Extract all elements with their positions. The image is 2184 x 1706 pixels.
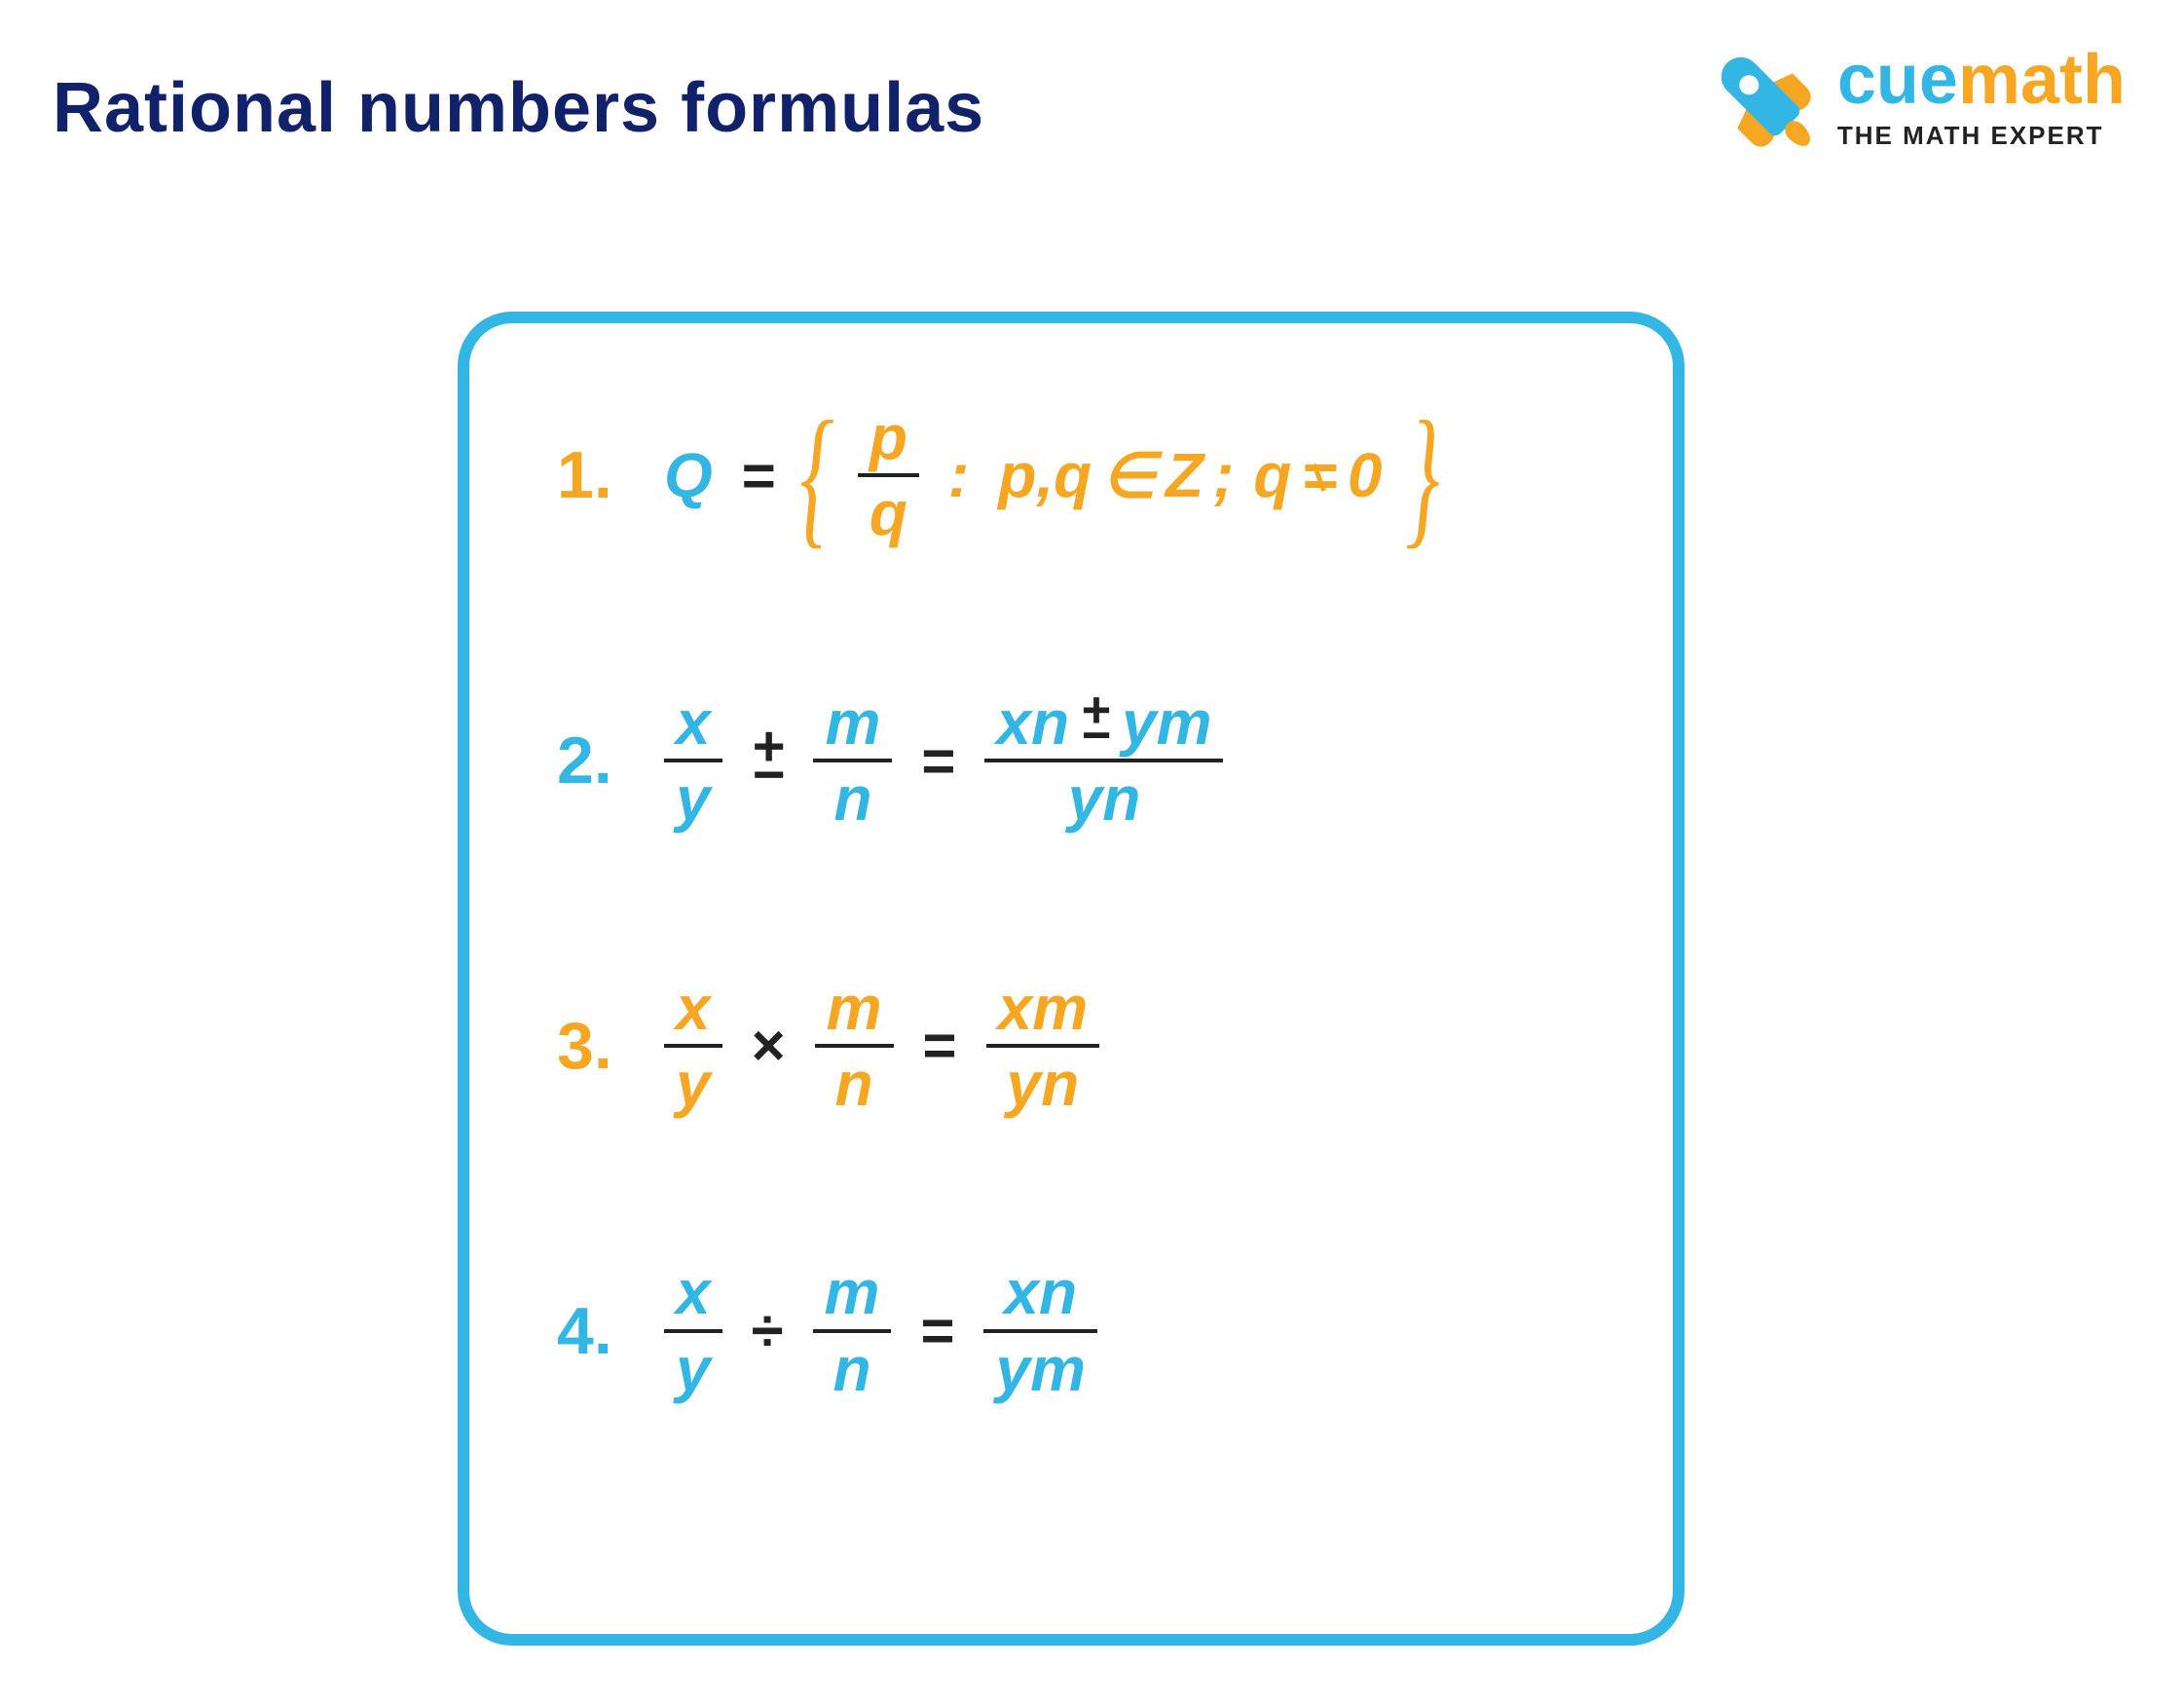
formula-index: 1. xyxy=(557,437,623,513)
brand-name-part1: cue xyxy=(1837,45,1958,115)
formula-index: 4. xyxy=(557,1293,623,1369)
formula-equation: xy÷mn=xnym xyxy=(664,1256,1097,1405)
rocket-icon xyxy=(1679,15,1844,180)
formula-equation: xy+−mn=xn+−ymyn xyxy=(664,686,1223,835)
formula-equation: Q={pq:p,q∈Z; q=0} xyxy=(664,401,1434,550)
formula-index: 2. xyxy=(557,723,623,798)
formula-index: 3. xyxy=(557,1008,623,1084)
page-title: Rational numbers formulas xyxy=(53,68,984,148)
formula-box: 1. Q={pq:p,q∈Z; q=0} 2. xy+−mn=xn+−ymyn 3. xy… xyxy=(458,312,1684,1646)
formula-row-3: 3. xy×mn=xmyn xyxy=(557,972,1605,1121)
page: Rational numbers formulas cuemath THE MA… xyxy=(0,0,2184,1706)
formula-equation: xy×mn=xmyn xyxy=(664,972,1099,1121)
formula-row-1: 1. Q={pq:p,q∈Z; q=0} xyxy=(557,401,1605,550)
brand-name-part2: math xyxy=(1958,45,2126,115)
formula-row-2: 2. xy+−mn=xn+−ymyn xyxy=(557,686,1605,835)
brand-text: cuemath THE MATH EXPERT xyxy=(1837,45,2126,151)
formula-row-4: 4. xy÷mn=xnym xyxy=(557,1256,1605,1405)
brand-logo: cuemath THE MATH EXPERT xyxy=(1703,39,2126,156)
formula-list: 1. Q={pq:p,q∈Z; q=0} 2. xy+−mn=xn+−ymyn 3. xy… xyxy=(469,323,1673,1464)
brand-tagline: THE MATH EXPERT xyxy=(1837,121,2126,151)
